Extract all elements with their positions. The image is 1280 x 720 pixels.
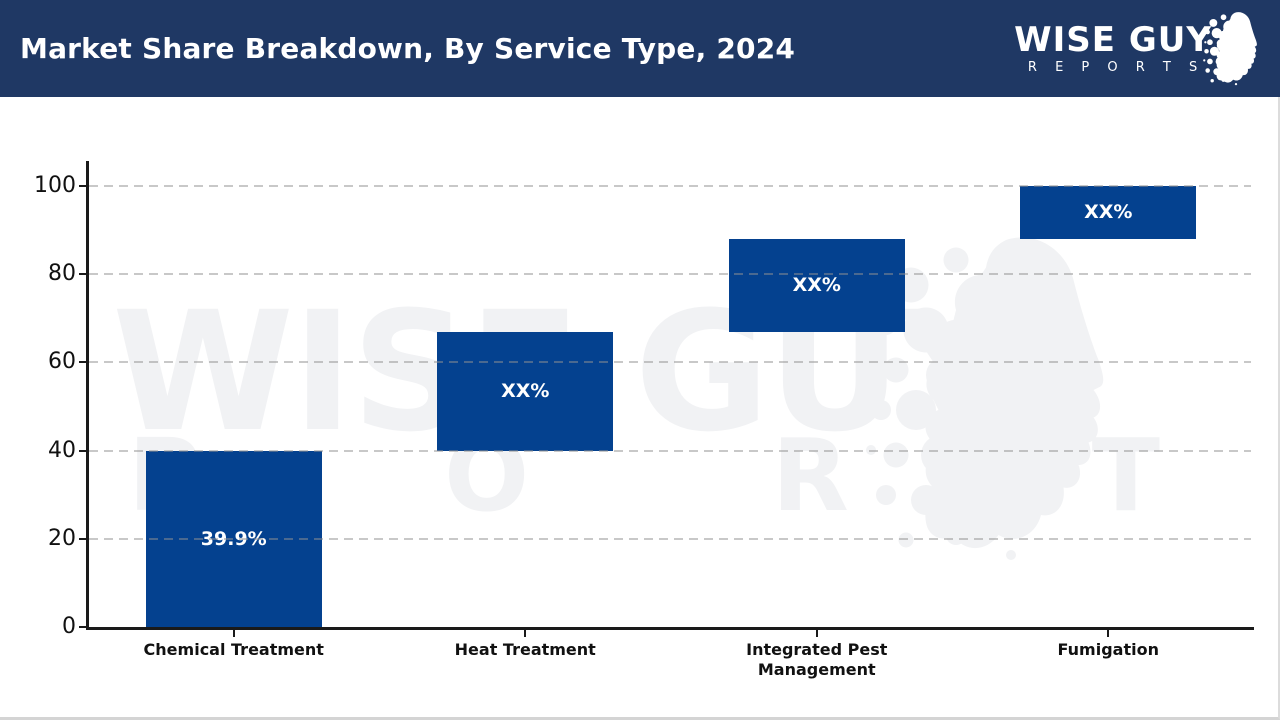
y-axis-line xyxy=(86,161,89,630)
brand-logo: WISE GUY R E P O R T S xyxy=(1014,7,1270,91)
brand-subtitle: R E P O R T S xyxy=(1027,60,1205,75)
chart-plot-area: WISE GUY P O R T S 02040608010039.9%Chem… xyxy=(0,97,1280,720)
header-bar: Market Share Breakdown, By Service Type,… xyxy=(0,0,1280,97)
y-tick-label-60: 60 xyxy=(48,349,76,375)
bar-chemical-treatment: 39.9% xyxy=(145,451,322,627)
bar-integrated-pest-management: XX% xyxy=(728,238,905,332)
x-tick-0 xyxy=(232,630,235,637)
y-tick-label-80: 80 xyxy=(48,261,76,287)
y-tick-label-0: 0 xyxy=(62,614,76,639)
y-tick-label-20: 20 xyxy=(48,525,76,551)
face-logo-icon xyxy=(1202,9,1270,89)
brand-name: WISE GUY xyxy=(1014,20,1212,60)
x-tick-1 xyxy=(524,630,527,637)
y-tick-label-40: 40 xyxy=(48,437,76,463)
bar-value-label: XX% xyxy=(1084,201,1133,224)
y-tick-0 xyxy=(79,626,86,628)
x-category-label-2: Integrated Pest Management xyxy=(746,640,888,679)
x-tick-2 xyxy=(815,630,818,637)
bar-value-label: XX% xyxy=(501,380,550,403)
y-tick-20 xyxy=(79,537,86,540)
y-tick-100 xyxy=(79,185,86,187)
x-axis-line xyxy=(86,627,1254,630)
bar-fumigation: XX% xyxy=(1020,186,1197,239)
chart-title: Market Share Breakdown, By Service Type,… xyxy=(20,32,796,65)
y-tick-80 xyxy=(79,273,86,276)
bar-value-label: XX% xyxy=(792,274,841,297)
bar-heat-treatment: XX% xyxy=(437,331,614,452)
watermark-face-icon xyxy=(860,225,1162,575)
x-category-label-0: Chemical Treatment xyxy=(143,640,324,659)
y-tick-40 xyxy=(79,449,86,452)
bar-value-label: 39.9% xyxy=(200,528,267,550)
y-tick-60 xyxy=(79,361,86,364)
x-category-label-3: Fumigation xyxy=(1057,640,1159,659)
x-category-label-1: Heat Treatment xyxy=(454,640,596,659)
y-tick-label-100: 100 xyxy=(34,173,76,198)
x-tick-3 xyxy=(1107,630,1110,637)
